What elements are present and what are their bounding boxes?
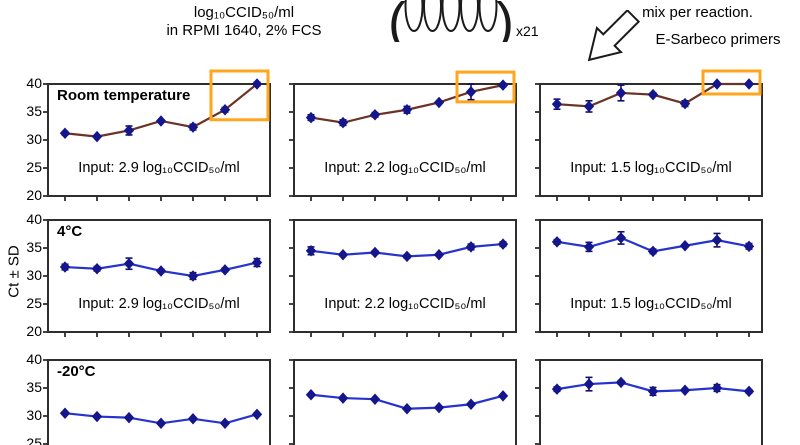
data-point-marker xyxy=(91,410,103,423)
data-point-marker xyxy=(551,98,563,110)
data-point-marker xyxy=(305,388,317,401)
data-point-marker xyxy=(551,383,563,395)
chart-panel-r1c2 xyxy=(289,70,517,201)
chart-panel-r2c1 xyxy=(43,219,271,337)
data-point-marker xyxy=(305,111,317,124)
data-point-marker xyxy=(497,390,509,402)
data-point-marker xyxy=(615,232,627,244)
data-point-marker xyxy=(187,121,199,133)
chart-panel-r2c3 xyxy=(535,219,763,337)
primer-label: E-Sarbeco primers xyxy=(655,31,781,48)
coil-open-paren: ( xyxy=(388,0,406,42)
data-point-marker xyxy=(337,116,349,129)
data-point-marker xyxy=(219,104,231,116)
data-point-marker xyxy=(465,398,477,410)
block-arrow-icon xyxy=(587,10,641,62)
data-point-marker xyxy=(59,127,71,140)
data-point-marker xyxy=(647,385,659,398)
data-point-marker xyxy=(743,385,755,398)
data-point-marker xyxy=(679,240,691,252)
data-point-marker xyxy=(123,257,135,270)
data-point-marker xyxy=(433,248,445,261)
coil-loop xyxy=(423,0,442,32)
data-point-marker xyxy=(743,240,755,253)
data-point-marker xyxy=(123,411,135,424)
data-point-marker xyxy=(401,104,413,116)
data-point-marker xyxy=(583,100,595,113)
data-point-marker xyxy=(369,109,381,121)
coil-close-paren: ) xyxy=(496,0,514,42)
data-point-marker xyxy=(433,96,445,109)
data-point-marker xyxy=(187,413,199,425)
coil-loop xyxy=(460,0,479,32)
medium-note-line2: in RPMI 1640, 2% FCS xyxy=(166,22,322,39)
data-point-marker xyxy=(337,392,349,404)
data-point-marker xyxy=(337,248,349,261)
data-point-marker xyxy=(251,78,263,90)
data-point-marker xyxy=(369,393,381,405)
data-point-marker xyxy=(305,245,317,257)
data-point-marker xyxy=(155,417,167,430)
highlight-box xyxy=(701,69,762,96)
data-point-marker xyxy=(59,261,71,273)
data-point-marker xyxy=(711,382,723,394)
data-point-marker xyxy=(647,245,659,258)
data-point-marker xyxy=(91,262,103,275)
data-point-marker xyxy=(155,265,167,277)
data-point-marker xyxy=(711,78,723,90)
data-point-marker xyxy=(251,408,263,421)
data-point-marker xyxy=(187,270,199,282)
data-point-marker xyxy=(583,241,595,253)
data-point-marker xyxy=(647,88,659,101)
mix-note: mix per reaction. xyxy=(642,4,753,21)
chart-panel-r2c2 xyxy=(289,219,517,337)
data-point-marker xyxy=(679,97,691,110)
data-point-marker xyxy=(59,407,71,419)
data-point-marker xyxy=(743,78,755,90)
coil-repeat-label: x21 xyxy=(516,23,539,39)
data-point-marker xyxy=(219,417,231,430)
chart-panel-r3c2 xyxy=(289,359,517,445)
chart-panel-r1c1 xyxy=(43,69,271,201)
data-point-marker xyxy=(551,236,563,248)
data-point-marker xyxy=(679,384,691,396)
chart-panel-r3c3 xyxy=(535,359,763,445)
data-point-marker xyxy=(465,241,477,253)
chart-panel-r3c1 xyxy=(43,359,271,445)
data-point-marker xyxy=(219,264,231,276)
data-point-marker xyxy=(615,87,627,99)
coil-loop xyxy=(441,0,461,32)
data-point-marker xyxy=(401,402,413,415)
data-point-marker xyxy=(251,256,263,269)
highlight-box xyxy=(455,70,516,104)
data-point-marker xyxy=(465,86,477,98)
y-axis-title: Ct ± SD xyxy=(5,245,23,298)
data-point-marker xyxy=(91,130,103,143)
data-point-marker xyxy=(369,246,381,259)
data-point-marker xyxy=(497,238,509,250)
data-point-marker xyxy=(155,115,167,127)
data-point-marker xyxy=(433,401,445,414)
coil-loop xyxy=(478,0,498,32)
highlight-box xyxy=(209,69,270,122)
data-point-marker xyxy=(615,376,627,389)
data-point-marker xyxy=(123,124,135,137)
data-point-marker xyxy=(497,79,509,91)
medium-note-line1: log₁₀CCID₅₀/ml xyxy=(193,4,295,21)
data-point-marker xyxy=(401,250,413,263)
medium-note: log₁₀CCID₅₀/ml in RPMI 1640, 2% FCS xyxy=(119,4,369,40)
data-point-marker xyxy=(583,378,595,390)
data-point-marker xyxy=(711,234,723,246)
coil-loop xyxy=(404,0,424,32)
coil-illustration: ( ) xyxy=(388,0,514,42)
chart-panel-r1c3 xyxy=(535,69,763,201)
